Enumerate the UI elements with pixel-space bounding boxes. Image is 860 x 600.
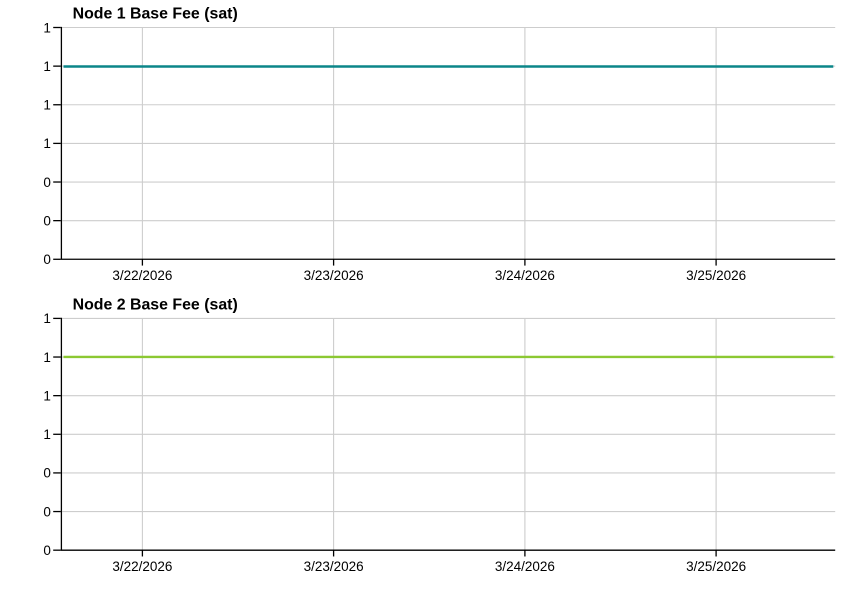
svg-text:Node 2 Base Fee (sat): Node 2 Base Fee (sat) [73,297,238,314]
svg-text:1: 1 [43,350,51,365]
svg-text:3/23/2026: 3/23/2026 [304,268,364,283]
svg-text:1: 1 [43,136,51,151]
svg-text:3/25/2026: 3/25/2026 [686,268,746,283]
svg-text:1: 1 [43,20,51,35]
svg-text:1: 1 [43,427,51,442]
svg-text:1: 1 [43,388,51,403]
svg-text:0: 0 [43,213,51,228]
svg-text:Node 1 Base Fee (sat): Node 1 Base Fee (sat) [73,6,238,23]
svg-text:0: 0 [43,175,51,190]
svg-text:0: 0 [43,466,51,481]
svg-text:3/24/2026: 3/24/2026 [495,268,555,283]
svg-text:3/25/2026: 3/25/2026 [686,559,746,574]
svg-text:0: 0 [43,504,51,519]
svg-text:0: 0 [43,252,51,267]
svg-text:3/24/2026: 3/24/2026 [495,559,555,574]
svg-text:1: 1 [43,98,51,113]
svg-text:3/23/2026: 3/23/2026 [304,559,364,574]
svg-text:3/22/2026: 3/22/2026 [112,559,172,574]
svg-text:1: 1 [43,311,51,326]
svg-text:1: 1 [43,59,51,74]
svg-text:0: 0 [43,543,51,558]
svg-text:3/22/2026: 3/22/2026 [112,268,172,283]
